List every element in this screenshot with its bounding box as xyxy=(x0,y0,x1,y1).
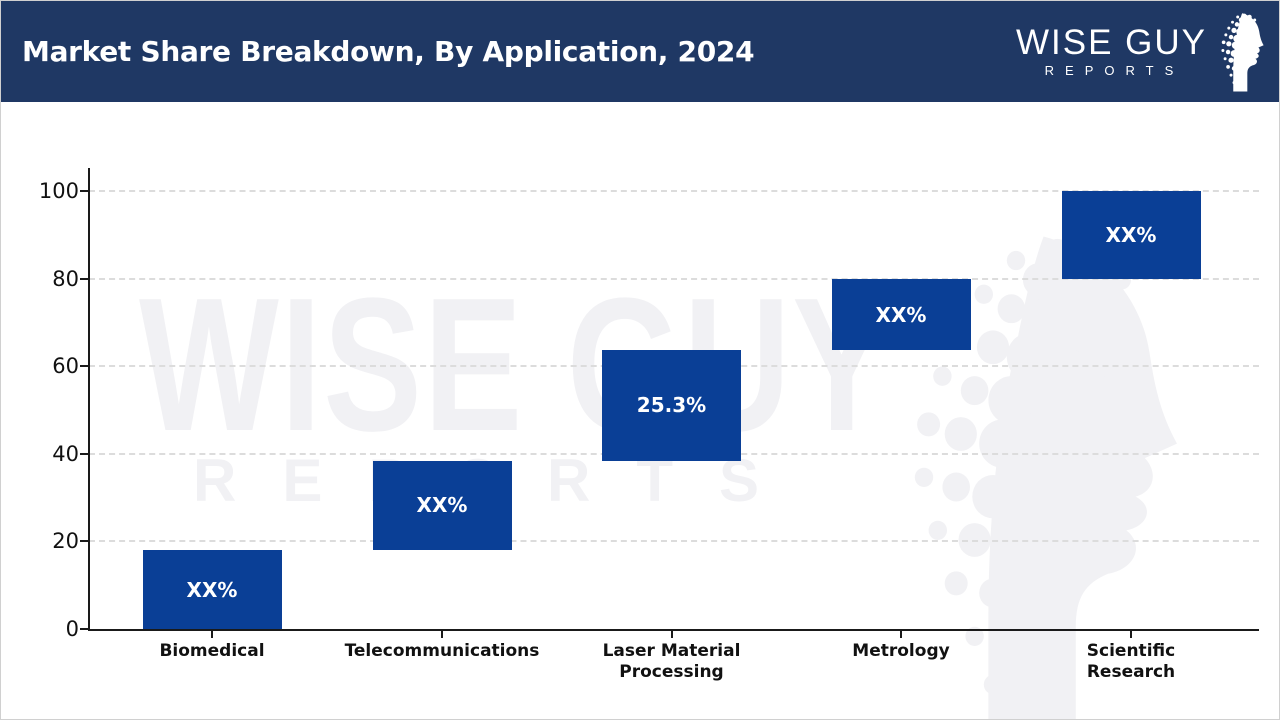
x-tick-mark xyxy=(441,631,443,638)
plot: 0 20 40 60 80 100 XX% Biomedical XX% Telecommunic… xyxy=(1,102,1279,719)
x-axis-line xyxy=(88,629,1259,631)
x-tick-mark xyxy=(900,631,902,638)
y-tick-mark xyxy=(80,452,88,455)
y-tick-label: 0 xyxy=(65,617,79,641)
y-tick-label: 20 xyxy=(52,529,79,554)
y-tick-mark xyxy=(80,365,88,368)
y-tick-label: 100 xyxy=(38,179,79,203)
bar-laser-material-processing: 25.3% xyxy=(602,349,741,461)
logo-sub-text: REPORTS xyxy=(1044,62,1185,78)
bar-value-label: XX% xyxy=(186,577,238,602)
category-label-metrology: Metrology xyxy=(791,641,1011,662)
y-tick-label: 80 xyxy=(52,266,79,291)
bar-telecommunications: XX% xyxy=(372,460,512,551)
bar-value-label: XX% xyxy=(1105,223,1157,248)
y-tick-mark xyxy=(80,628,88,630)
y-tick-mark xyxy=(80,540,88,543)
page-title: Market Share Breakdown, By Application, … xyxy=(22,35,755,68)
chart-area: WISE GUY REPORTS 020406080100XX%Biomedic… xyxy=(1,102,1279,719)
gridline xyxy=(89,540,1259,543)
bar-value-label: 25.3% xyxy=(636,393,707,418)
logo-brand-text: WISE GUY xyxy=(1015,23,1207,63)
bar-value-label: XX% xyxy=(416,493,468,518)
bar-biomedical: XX% xyxy=(142,550,282,629)
y-tick-label: 40 xyxy=(52,441,79,466)
y-tick-mark xyxy=(80,277,88,280)
wiseguy-head-icon xyxy=(1197,11,1271,93)
category-label-line: Laser Material xyxy=(602,641,741,661)
category-label-line: Telecommunications xyxy=(344,641,540,661)
y-axis-line xyxy=(88,168,90,631)
category-label-laser-material-processing: Laser Material Processing xyxy=(562,641,782,683)
bar-scientific-research: XX% xyxy=(1061,191,1201,280)
bar-metrology: XX% xyxy=(831,279,971,350)
category-label-line: Processing xyxy=(619,662,724,682)
header-bar: Market Share Breakdown, By Application, … xyxy=(1,1,1280,102)
category-label-biomedical: Biomedical xyxy=(102,641,322,662)
y-tick-label: 60 xyxy=(52,354,79,379)
watermark-brand-text: WISE GUY xyxy=(139,259,893,471)
wiseguy-logo: WISE GUY REPORTS xyxy=(1016,11,1280,93)
category-label-telecommunications: Telecommunications xyxy=(332,641,552,662)
logo-text: WISE GUY REPORTS xyxy=(1015,23,1207,78)
gridline xyxy=(89,277,1259,280)
category-label-line: Research xyxy=(1086,662,1176,682)
category-label-line: Biomedical xyxy=(159,641,265,661)
y-tick-mark xyxy=(80,190,88,192)
x-tick-mark xyxy=(1130,631,1132,638)
gridline xyxy=(89,190,1259,192)
category-label-line: Scientific xyxy=(1086,641,1176,661)
bar-value-label: XX% xyxy=(875,302,927,327)
category-label-scientific-research: Scientific Research xyxy=(1021,641,1241,683)
x-tick-mark xyxy=(670,631,673,638)
x-tick-mark xyxy=(211,631,213,638)
category-label-line: Metrology xyxy=(852,641,950,661)
